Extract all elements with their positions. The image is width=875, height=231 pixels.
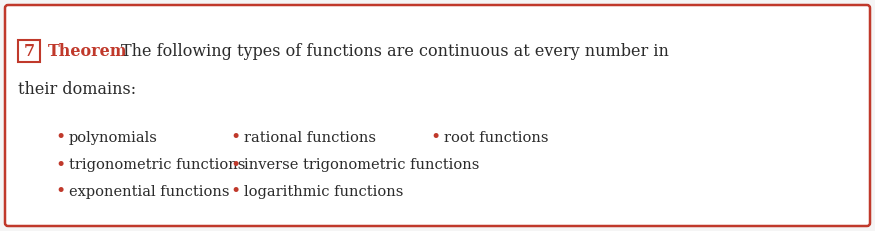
Text: exponential functions: exponential functions [69,185,229,199]
Text: •: • [430,130,440,146]
FancyBboxPatch shape [5,5,870,226]
Text: rational functions: rational functions [244,131,376,145]
Text: inverse trigonometric functions: inverse trigonometric functions [244,158,480,172]
Text: •: • [230,156,241,173]
Bar [18,40,40,62]
Text: •: • [55,130,66,146]
Text: trigonometric functions: trigonometric functions [69,158,245,172]
Text: 7: 7 [24,43,35,60]
Text: logarithmic functions: logarithmic functions [244,185,403,199]
Text: The following types of functions are continuous at every number in: The following types of functions are con… [121,43,668,60]
Text: •: • [230,130,241,146]
Text: •: • [55,183,66,201]
Text: root functions: root functions [444,131,549,145]
Text: their domains:: their domains: [18,82,136,98]
Text: •: • [230,183,241,201]
Text: Theorem: Theorem [48,43,128,60]
Text: polynomials: polynomials [69,131,158,145]
Text: •: • [55,156,66,173]
